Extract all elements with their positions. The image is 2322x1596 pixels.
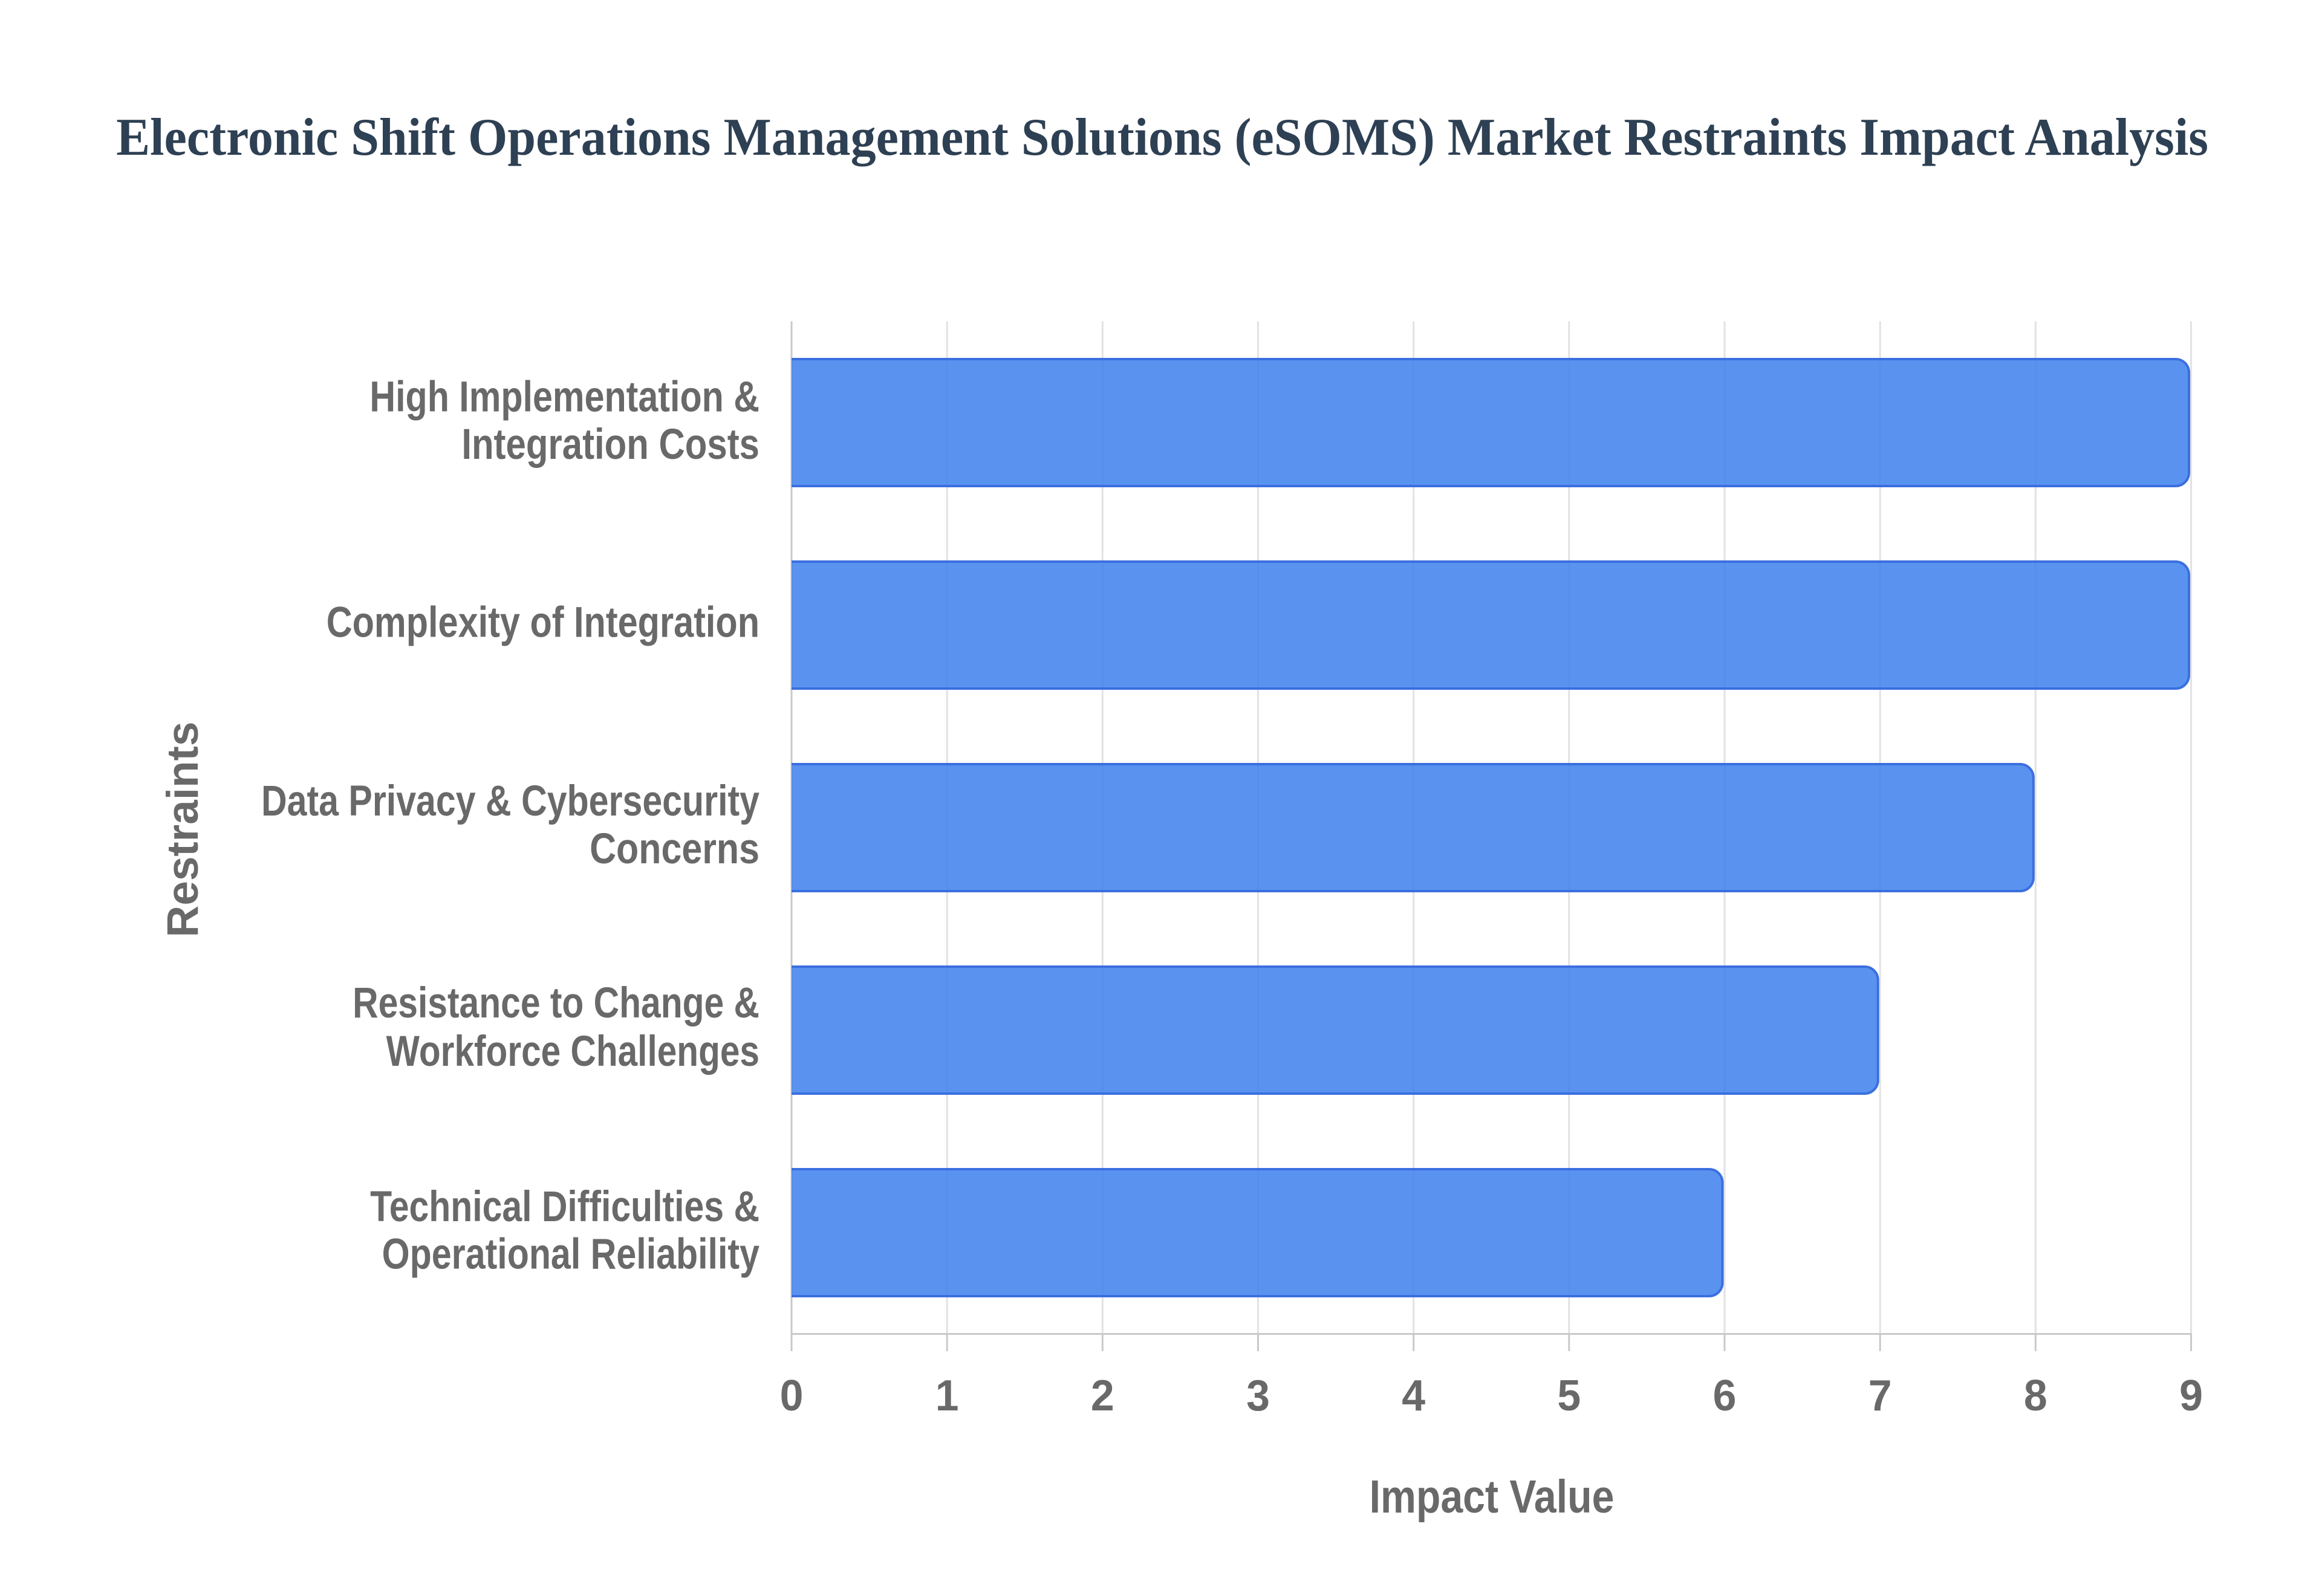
svg-text:High Implementation &: High Implementation & bbox=[369, 372, 759, 420]
svg-text:Workforce Challenges: Workforce Challenges bbox=[386, 1027, 759, 1075]
svg-text:7: 7 bbox=[1868, 1372, 1892, 1420]
svg-text:3: 3 bbox=[1246, 1372, 1270, 1420]
svg-text:Resistance to Change &: Resistance to Change & bbox=[353, 979, 759, 1027]
svg-text:5: 5 bbox=[1557, 1372, 1581, 1420]
svg-text:Impact Value: Impact Value bbox=[1370, 1471, 1615, 1523]
svg-text:Integration Costs: Integration Costs bbox=[461, 420, 759, 468]
svg-text:9: 9 bbox=[2179, 1372, 2203, 1420]
svg-text:6: 6 bbox=[1713, 1372, 1737, 1420]
svg-text:4: 4 bbox=[1402, 1372, 1425, 1420]
svg-text:Operational Reliability: Operational Reliability bbox=[382, 1230, 759, 1277]
svg-text:Data Privacy & Cybersecurity: Data Privacy & Cybersecurity bbox=[261, 777, 759, 825]
svg-text:2: 2 bbox=[1091, 1372, 1114, 1420]
svg-text:Technical Difficulties &: Technical Difficulties & bbox=[370, 1182, 759, 1230]
svg-text:Concerns: Concerns bbox=[590, 825, 759, 873]
svg-text:Complexity of Integration: Complexity of Integration bbox=[327, 598, 759, 646]
svg-text:0: 0 bbox=[780, 1372, 804, 1420]
svg-text:8: 8 bbox=[2024, 1372, 2047, 1420]
svg-text:Electronic Shift Operations Ma: Electronic Shift Operations Management S… bbox=[116, 107, 2208, 166]
svg-text:1: 1 bbox=[935, 1372, 959, 1420]
svg-text:Restraints: Restraints bbox=[158, 721, 207, 937]
